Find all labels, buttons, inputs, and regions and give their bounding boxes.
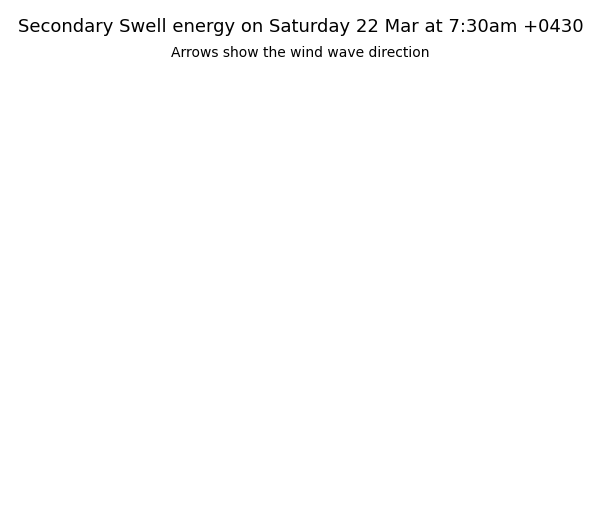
Text: Map unavailable
(cartopy not installed): Map unavailable (cartopy not installed) [192,265,409,305]
Text: Secondary Swell energy on Saturday 22 Mar at 7:30am +0430: Secondary Swell energy on Saturday 22 Ma… [17,18,584,36]
Text: Arrows show the wind wave direction: Arrows show the wind wave direction [171,46,430,60]
